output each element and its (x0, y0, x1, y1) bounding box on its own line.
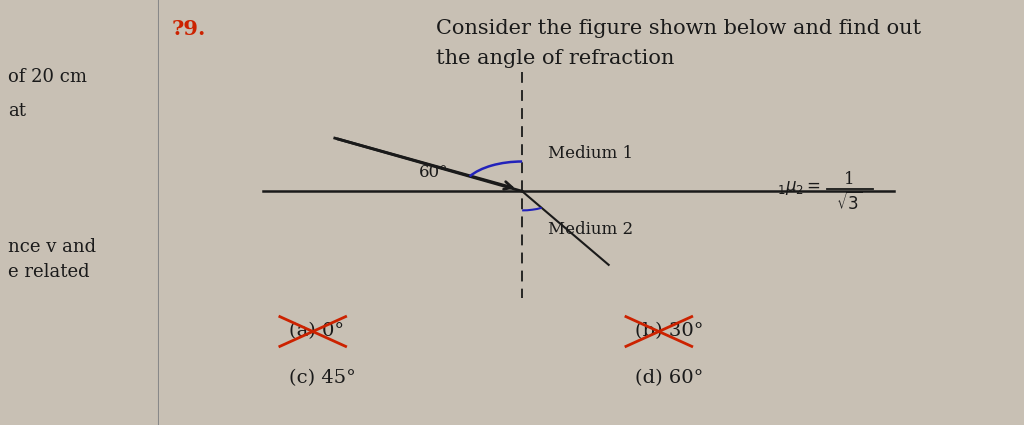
Text: (c) 45°: (c) 45° (289, 369, 355, 387)
Text: Medium 2: Medium 2 (548, 221, 633, 238)
Text: $\sqrt{3}$: $\sqrt{3}$ (836, 192, 862, 214)
Text: $_1\mu_2 =$: $_1\mu_2 =$ (777, 179, 820, 197)
Text: Medium 1: Medium 1 (548, 144, 633, 162)
Text: 1: 1 (844, 171, 854, 188)
Text: the angle of refraction: the angle of refraction (435, 49, 674, 68)
Text: nce v and: nce v and (8, 238, 96, 255)
Text: Consider the figure shown below and find out: Consider the figure shown below and find… (435, 19, 921, 38)
Text: (d) 60°: (d) 60° (635, 369, 703, 387)
Text: ?9.: ?9. (172, 19, 206, 39)
Text: (a) 0°: (a) 0° (289, 323, 344, 340)
Text: 60°: 60° (419, 164, 449, 181)
Text: at: at (8, 102, 26, 119)
Text: e related: e related (8, 263, 89, 281)
Text: of 20 cm: of 20 cm (8, 68, 87, 85)
Text: (b) 30°: (b) 30° (635, 323, 703, 340)
